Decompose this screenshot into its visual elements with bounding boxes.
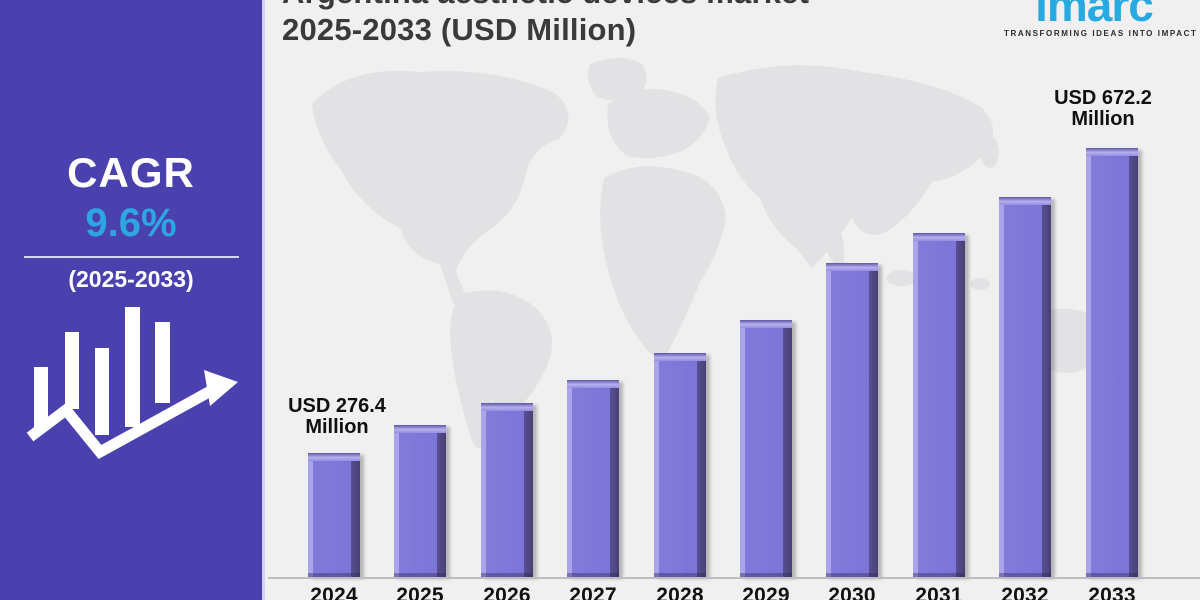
imarc-logo-text: imarc bbox=[1035, 0, 1154, 31]
cagr-divider bbox=[23, 256, 239, 259]
cagr-block: CAGR 9.6% (2025-2033) bbox=[0, 149, 262, 293]
x-tick-2032: 2032 bbox=[1001, 584, 1049, 600]
bar-2025 bbox=[394, 425, 446, 577]
bar-2030 bbox=[826, 263, 878, 577]
x-tick-2033: 2033 bbox=[1088, 584, 1136, 600]
imarc-logo-tagline: TRANSFORMING IDEAS INTO IMPACT bbox=[1004, 29, 1198, 38]
cagr-label: CAGR bbox=[67, 149, 195, 196]
value-label-2033: USD 672.2 Million bbox=[1054, 87, 1152, 130]
x-tick-2024: 2024 bbox=[310, 584, 358, 600]
x-tick-2026: 2026 bbox=[483, 584, 531, 600]
bar-2024 bbox=[308, 453, 360, 577]
bar-2029 bbox=[740, 320, 792, 577]
x-tick-2030: 2030 bbox=[828, 584, 876, 600]
x-axis-line bbox=[268, 577, 1200, 579]
x-tick-2028: 2028 bbox=[656, 584, 704, 600]
bar-2031 bbox=[913, 233, 965, 577]
x-tick-2029: 2029 bbox=[742, 584, 790, 600]
bar-2026 bbox=[481, 403, 533, 577]
bar-2032 bbox=[999, 197, 1051, 577]
x-tick-2031: 2031 bbox=[915, 584, 963, 600]
value-label-2024: USD 276.4 Million bbox=[288, 395, 386, 438]
cagr-sidebar: CAGR 9.6% (2025-2033) bbox=[0, 0, 265, 600]
bar-2033 bbox=[1086, 148, 1138, 577]
cagr-period: (2025-2033) bbox=[68, 266, 194, 293]
x-tick-2027: 2027 bbox=[569, 584, 617, 600]
page-title: Argentina aesthetic devices market 2025-… bbox=[282, 0, 809, 47]
bar-chart-growth-arrow-icon bbox=[26, 307, 238, 460]
cagr-value: 9.6% bbox=[85, 201, 177, 246]
x-tick-2025: 2025 bbox=[396, 584, 444, 600]
bar-2027 bbox=[567, 380, 619, 577]
imarc-logo: imarc TRANSFORMING IDEAS INTO IMPACT bbox=[1004, 0, 1198, 38]
bar-2028 bbox=[654, 353, 706, 577]
